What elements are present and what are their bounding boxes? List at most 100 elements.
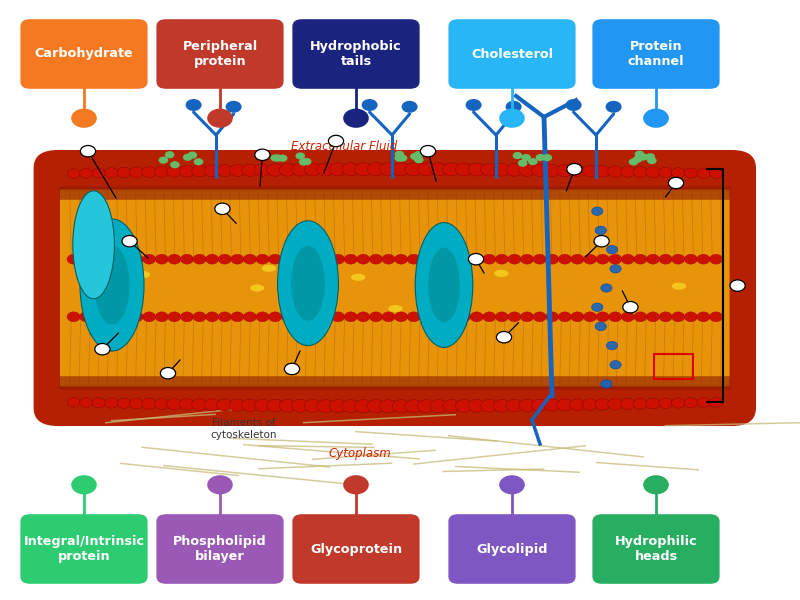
Text: Carbohydrate: Carbohydrate [34, 47, 134, 61]
Circle shape [193, 254, 206, 264]
Circle shape [455, 163, 473, 176]
Circle shape [105, 254, 118, 264]
Circle shape [367, 163, 385, 176]
Circle shape [445, 312, 458, 322]
Circle shape [421, 145, 436, 157]
Circle shape [230, 399, 246, 411]
Circle shape [80, 169, 93, 178]
Circle shape [466, 99, 482, 111]
Circle shape [294, 254, 307, 264]
Circle shape [499, 109, 525, 128]
Circle shape [634, 151, 644, 158]
Circle shape [168, 254, 181, 264]
Circle shape [230, 254, 244, 264]
Ellipse shape [94, 245, 130, 325]
Circle shape [595, 398, 610, 410]
Ellipse shape [250, 284, 264, 292]
Circle shape [285, 363, 300, 374]
Circle shape [357, 254, 370, 264]
Circle shape [269, 254, 282, 264]
Circle shape [180, 254, 194, 264]
Circle shape [266, 399, 283, 412]
Circle shape [420, 312, 433, 322]
Ellipse shape [317, 305, 331, 313]
Circle shape [583, 254, 597, 264]
Circle shape [394, 155, 404, 162]
Circle shape [230, 164, 246, 176]
Text: Hydrophobic
tails: Hydrophobic tails [310, 40, 402, 68]
Circle shape [710, 169, 722, 178]
Circle shape [160, 367, 176, 379]
Circle shape [402, 101, 418, 113]
Circle shape [669, 178, 683, 188]
Ellipse shape [278, 221, 338, 346]
Circle shape [646, 153, 655, 160]
Circle shape [279, 163, 296, 176]
Circle shape [442, 163, 460, 176]
Ellipse shape [73, 191, 114, 299]
Circle shape [544, 399, 560, 411]
Circle shape [92, 398, 106, 408]
Circle shape [394, 254, 408, 264]
Circle shape [571, 312, 584, 322]
Circle shape [367, 400, 385, 413]
Circle shape [481, 163, 498, 176]
FancyBboxPatch shape [157, 19, 284, 89]
Circle shape [659, 312, 672, 322]
Circle shape [410, 153, 420, 160]
Circle shape [482, 254, 496, 264]
Circle shape [592, 303, 603, 311]
Circle shape [218, 312, 231, 322]
Circle shape [659, 254, 672, 264]
Circle shape [494, 163, 510, 176]
Circle shape [470, 312, 483, 322]
Text: Cytoplasm: Cytoplasm [329, 446, 391, 460]
Circle shape [142, 312, 156, 322]
Circle shape [566, 164, 582, 175]
Circle shape [634, 312, 647, 322]
Circle shape [130, 254, 143, 264]
Circle shape [405, 400, 422, 413]
Text: Phospholipid
bilayer: Phospholipid bilayer [173, 535, 267, 563]
Circle shape [566, 99, 582, 111]
Ellipse shape [136, 271, 150, 278]
Circle shape [533, 254, 546, 264]
FancyBboxPatch shape [293, 19, 419, 89]
FancyBboxPatch shape [448, 514, 576, 584]
Circle shape [105, 167, 118, 178]
Circle shape [445, 254, 458, 264]
Circle shape [546, 312, 559, 322]
Circle shape [609, 254, 622, 264]
Circle shape [167, 166, 182, 177]
Circle shape [95, 343, 110, 355]
Circle shape [634, 254, 647, 264]
Circle shape [420, 254, 433, 264]
Circle shape [521, 254, 534, 264]
Circle shape [499, 475, 525, 494]
Circle shape [217, 164, 233, 176]
Circle shape [643, 109, 669, 128]
Circle shape [506, 164, 523, 176]
Circle shape [142, 167, 157, 178]
Circle shape [414, 156, 423, 163]
Circle shape [697, 169, 710, 178]
Circle shape [633, 167, 648, 178]
Circle shape [380, 400, 398, 413]
Circle shape [684, 254, 698, 264]
Circle shape [558, 254, 571, 264]
Circle shape [608, 398, 622, 410]
Circle shape [405, 163, 422, 176]
Circle shape [595, 226, 606, 235]
Circle shape [192, 399, 207, 410]
Circle shape [582, 165, 598, 177]
Circle shape [354, 400, 372, 413]
Circle shape [330, 163, 347, 176]
Circle shape [294, 312, 307, 322]
Circle shape [455, 400, 473, 412]
Circle shape [193, 312, 206, 322]
Circle shape [647, 157, 657, 164]
Circle shape [270, 154, 280, 161]
Circle shape [117, 398, 131, 409]
Circle shape [533, 312, 546, 322]
Circle shape [71, 475, 97, 494]
